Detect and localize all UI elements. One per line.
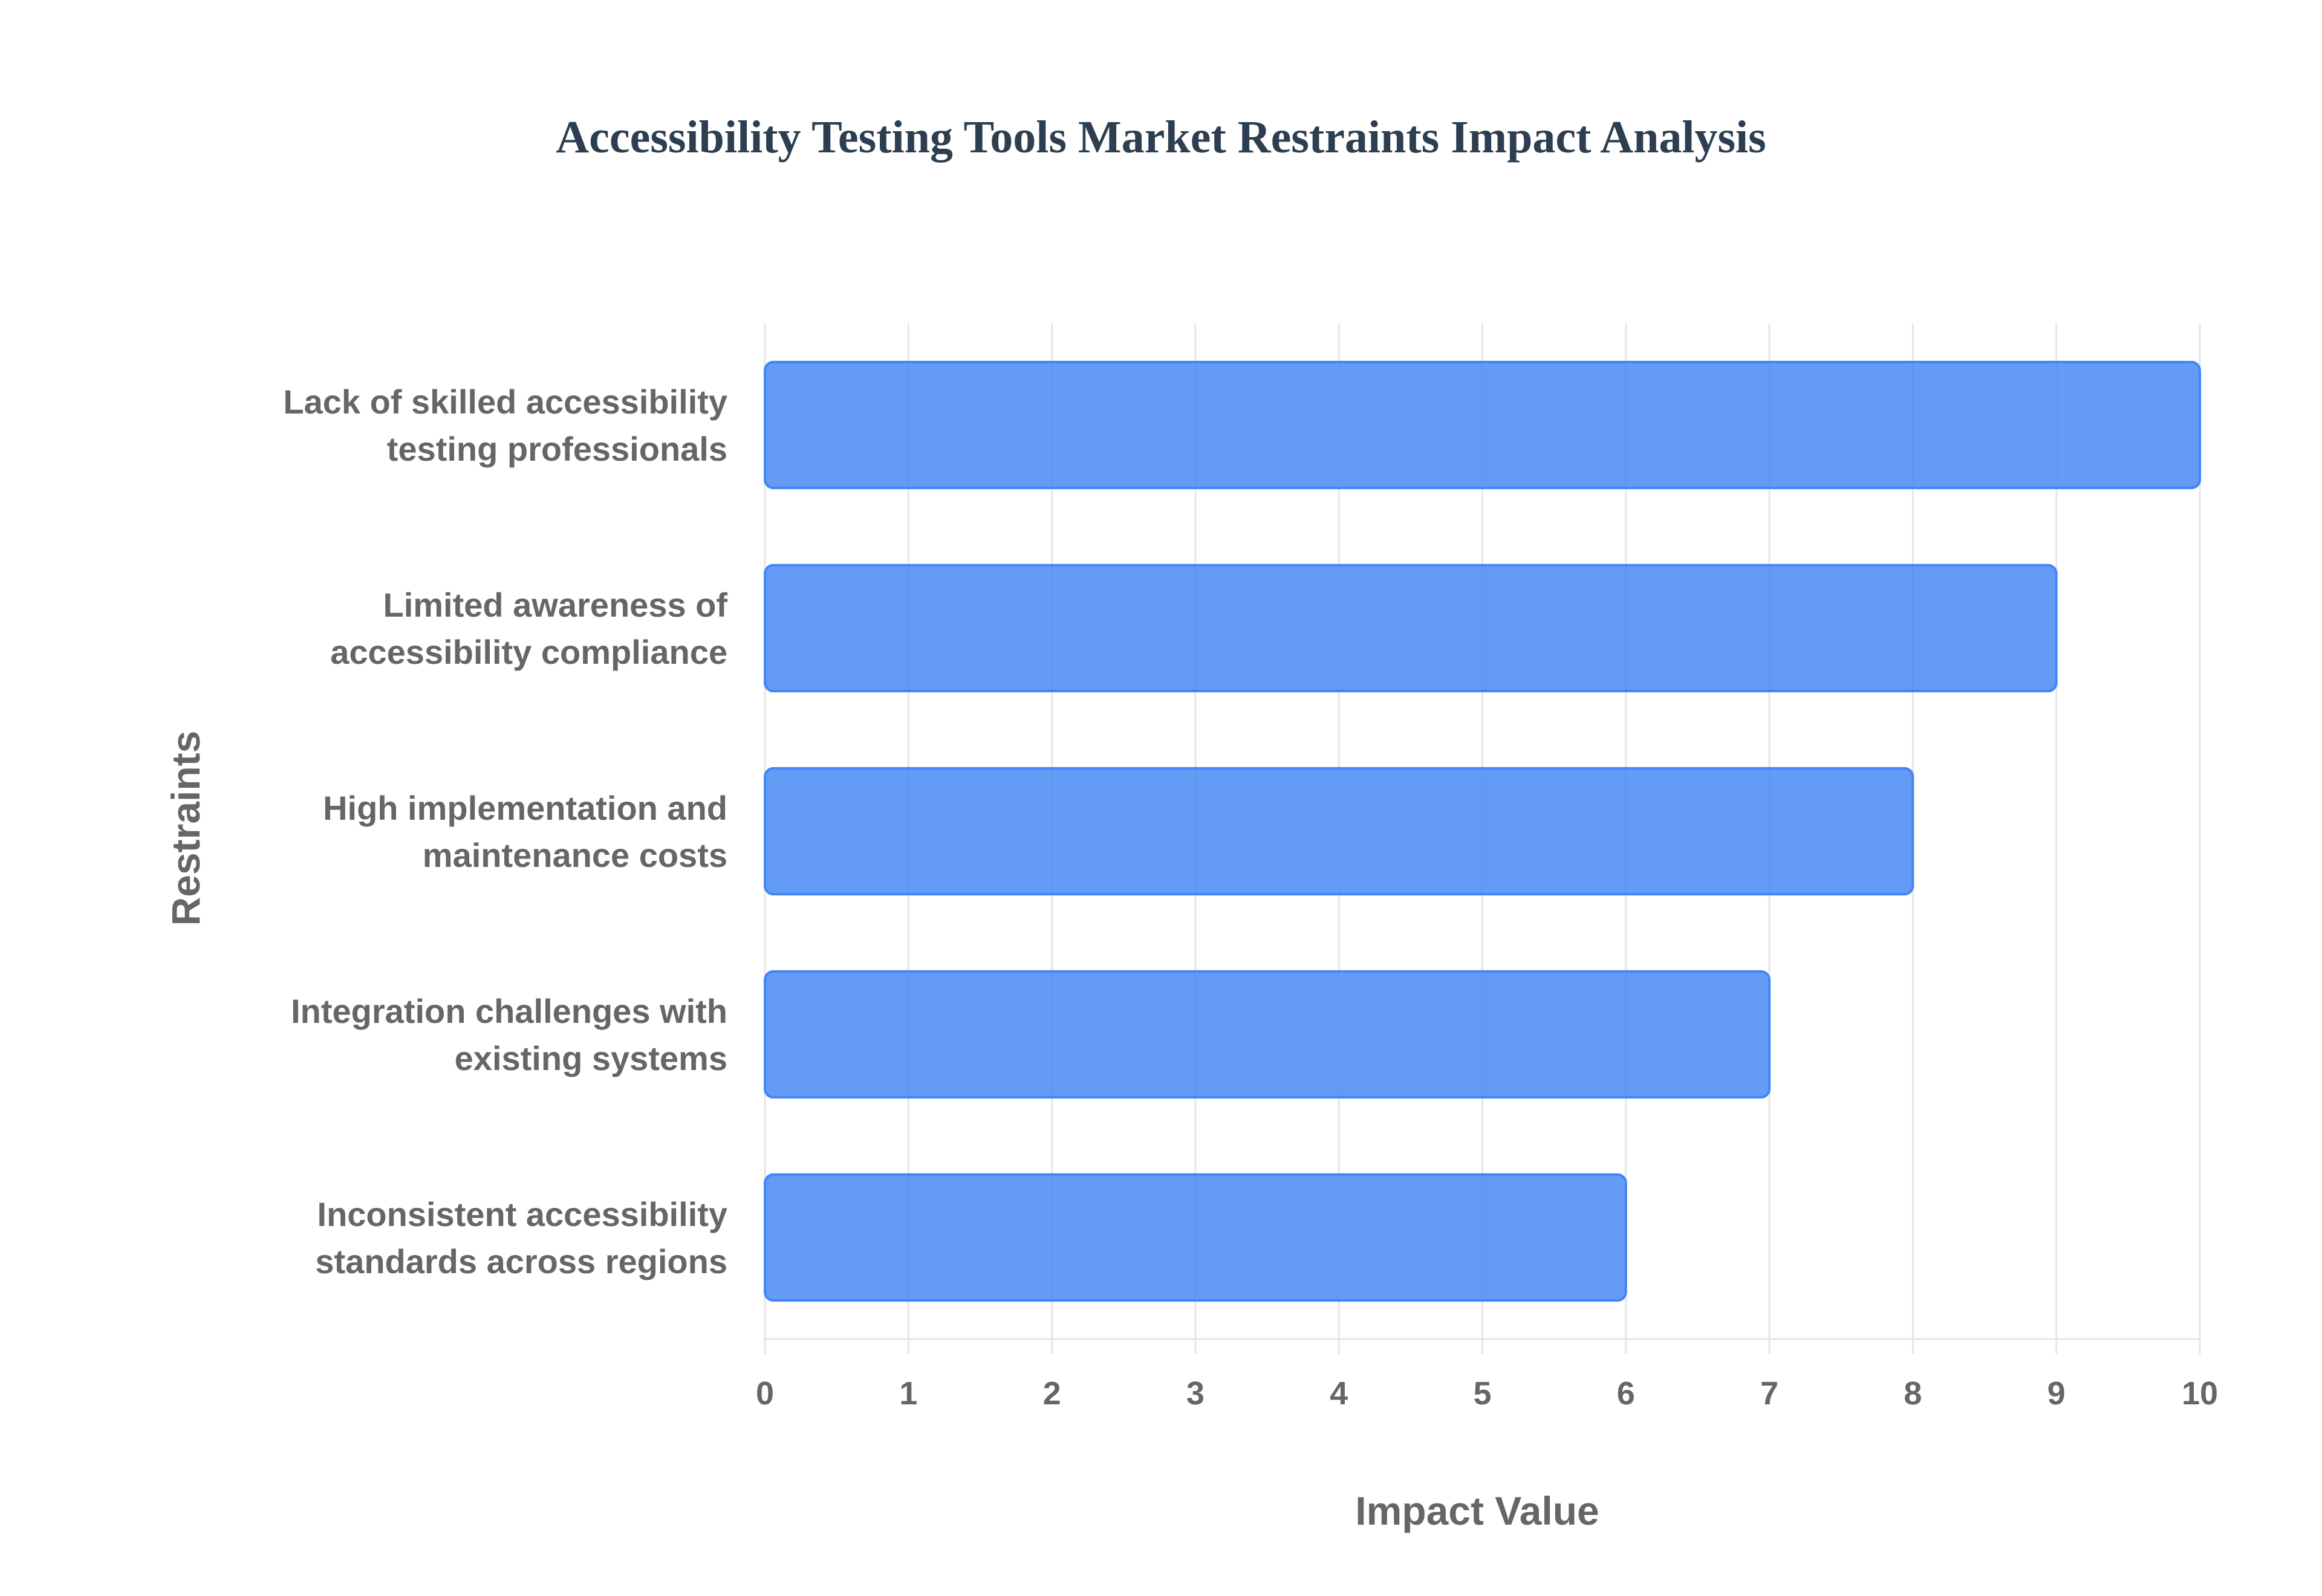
x-tick-label: 6 bbox=[1617, 1375, 1635, 1412]
bars bbox=[764, 360, 2201, 1302]
category-label-line: Integration challenges with bbox=[291, 992, 727, 1030]
category-label-line: existing systems bbox=[455, 1039, 727, 1077]
category-labels: Lack of skilled accessibility testing pro… bbox=[283, 383, 727, 1280]
category-label: Limited awareness of accessibility compli… bbox=[330, 586, 727, 671]
category-label-line: maintenance costs bbox=[423, 836, 727, 874]
category-label-line: testing professionals bbox=[387, 430, 727, 468]
x-tick-label: 3 bbox=[1186, 1375, 1205, 1412]
bar bbox=[764, 360, 2201, 490]
bar bbox=[764, 1173, 1627, 1302]
category-label-line: accessibility compliance bbox=[330, 633, 727, 671]
x-tick-label: 10 bbox=[2182, 1375, 2218, 1412]
x-tick-label: 0 bbox=[756, 1375, 774, 1412]
x-axis-title: Impact Value bbox=[1355, 1488, 1599, 1533]
category-label: High implementation and maintenance costs bbox=[323, 789, 727, 874]
category-label-line: Inconsistent accessibility bbox=[317, 1195, 727, 1233]
x-tick-label: 4 bbox=[1330, 1375, 1348, 1412]
x-tick-label: 1 bbox=[899, 1375, 917, 1412]
bar bbox=[764, 767, 1914, 896]
x-tick-label: 8 bbox=[1904, 1375, 1922, 1412]
category-label: Inconsistent accessibility standards acro… bbox=[315, 1195, 727, 1280]
chart-title: Accessibility Testing Tools Market Restr… bbox=[556, 112, 1766, 163]
bar bbox=[764, 970, 1771, 1099]
bar bbox=[764, 563, 2058, 693]
x-tick-label: 5 bbox=[1473, 1375, 1491, 1412]
category-label-line: Lack of skilled accessibility bbox=[283, 383, 727, 421]
category-label: Lack of skilled accessibility testing pro… bbox=[283, 383, 727, 468]
y-axis-title: Restraints bbox=[163, 731, 208, 926]
category-label-line: High implementation and bbox=[323, 789, 727, 827]
x-tick-label: 7 bbox=[1760, 1375, 1778, 1412]
x-tick-labels: 0 1 2 3 4 5 6 7 8 9 10 bbox=[756, 1375, 2218, 1412]
category-label-line: standards across regions bbox=[315, 1242, 727, 1280]
x-tick-label: 9 bbox=[2047, 1375, 2066, 1412]
category-label-line: Limited awareness of bbox=[383, 586, 727, 624]
x-tick-label: 2 bbox=[1043, 1375, 1061, 1412]
category-label: Integration challenges with existing syst… bbox=[291, 992, 727, 1077]
